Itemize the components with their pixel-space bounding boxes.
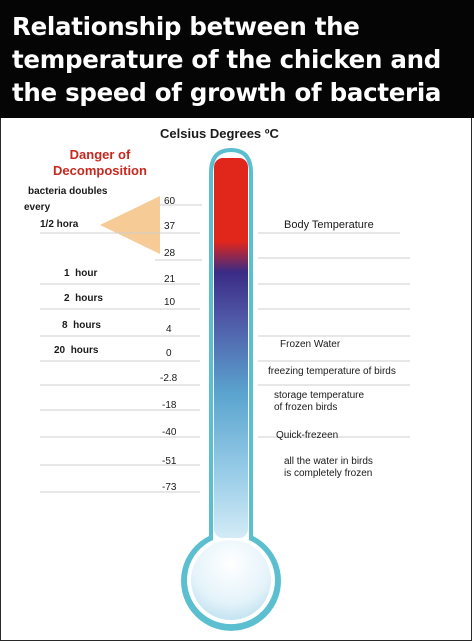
title-line-3: the speed of growth of bacteria [12, 78, 442, 107]
time-num-2: 2 [64, 293, 70, 304]
header-banner: Relationship between the temperature of … [0, 0, 474, 118]
all-water-line-2: is completely frozen [284, 468, 373, 479]
time-unit-3: hours [73, 320, 101, 331]
doubles-line-2: every [24, 202, 51, 213]
title-line-1: Relationship between the [12, 12, 360, 41]
tick-label: 28 [164, 248, 176, 259]
label-freezing-birds: freezing temperature of birds [268, 366, 396, 377]
time-unit-1: hour [75, 268, 98, 279]
label-all-water-frozen: all the water in birds is completely fro… [284, 456, 373, 480]
tick-label: -51 [162, 456, 177, 467]
storage-line-1: storage temperature [274, 390, 365, 401]
title-line-2: temperature of the chicken and [12, 45, 441, 74]
storage-line-2: of frozen birds [274, 402, 338, 413]
tick-label: -40 [162, 427, 177, 438]
time-num-1: 1 [64, 268, 70, 279]
danger-title: Danger of Decomposition [45, 147, 155, 179]
time-row-2: 2 hours [64, 293, 103, 304]
danger-title-line-2: Decomposition [53, 163, 147, 178]
tick-label: -18 [162, 400, 177, 411]
time-row-1: 1 hour [64, 268, 97, 279]
time-unit-4: hours [70, 345, 99, 356]
tick-label: -2.8 [160, 373, 178, 384]
time-num-4: 20 [54, 345, 66, 356]
label-storage-temperature: storage temperature of frozen birds [274, 390, 364, 414]
all-water-line-1: all the water in birds [284, 456, 373, 467]
label-body-temperature: Body Temperature [284, 219, 374, 231]
danger-title-line-1: Danger of [69, 147, 131, 162]
figure-title: Relationship between the temperature of … [12, 10, 462, 109]
time-unit-2: hours [75, 293, 103, 304]
tick-label: 4 [166, 324, 172, 335]
time-row-4: 20 hours [54, 345, 98, 356]
tick-label: 60 [164, 196, 176, 207]
thermometer-bulb [191, 540, 271, 620]
mercury-column [214, 158, 248, 538]
doubles-line-3: 1/2 hora [40, 219, 79, 230]
doubles-line-1: bacteria doubles [28, 186, 108, 197]
time-num-3: 8 [62, 320, 68, 331]
tick-label: 21 [164, 274, 176, 285]
tick-label: 0 [166, 348, 172, 359]
tick-label: 37 [164, 221, 176, 232]
tick-label: 10 [164, 297, 176, 308]
label-quick-freeze: Quick-frezeen [276, 430, 339, 441]
scale-title: Celsius Degrees ºC [160, 126, 279, 141]
gridlines [40, 204, 410, 493]
label-frozen-water: Frozen Water [280, 339, 341, 350]
danger-wedge [100, 196, 160, 254]
tick-label: -73 [162, 482, 177, 493]
time-row-3: 8 hours [62, 320, 101, 331]
